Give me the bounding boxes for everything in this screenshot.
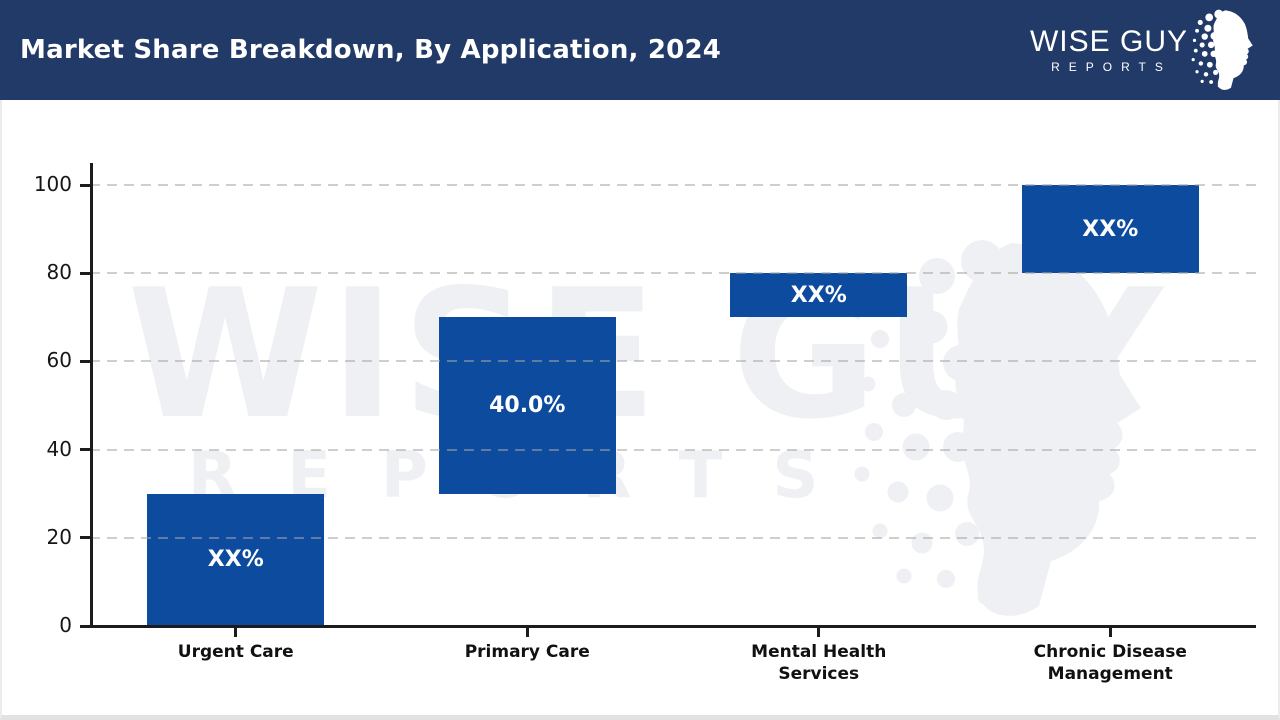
y-tick-mark-80 [80, 271, 90, 275]
y-tick-label-80: 80 [46, 260, 72, 285]
bar-value-label-primary-care: 40.0% [489, 393, 566, 418]
y-tick-mark-40 [80, 448, 90, 452]
x-tick-mark-chronic-disease-management [1108, 628, 1112, 637]
y-tick-mark-0 [80, 624, 90, 628]
x-tick-label-chronic-disease-management: Chronic Disease Management [1033, 642, 1187, 685]
bar-value-label-mental-health-services: XX% [790, 282, 847, 308]
gridline-60 [90, 360, 1256, 363]
wiseguy-logo: WISE GUY REPORTS [1030, 8, 1254, 92]
y-tick-label-20: 20 [46, 524, 72, 549]
bar-urgent-care: XX% [147, 493, 325, 626]
x-tick-label-urgent-care: Urgent Care [177, 642, 294, 662]
bar-value-label-chronic-disease-management: XX% [1082, 216, 1139, 242]
gridline-40 [90, 448, 1256, 451]
y-tick-label-60: 60 [46, 348, 72, 373]
y-tick-label-100: 100 [33, 172, 72, 196]
plot-area: 0 20 40 60 80 100 XX% Urgent Care 40.0% Primary C… [34, 163, 1256, 684]
y-tick-mark-60 [80, 359, 90, 363]
bar-chronic-disease-management: XX% [1021, 185, 1199, 274]
page-title: Market Share Breakdown, By Application, … [20, 35, 722, 65]
y-tick-mark-100 [80, 183, 90, 187]
gridline-100 [90, 184, 1256, 186]
header-bar: Market Share Breakdown, By Application, … [0, 0, 1280, 100]
bar-primary-care: 40.0% [438, 317, 616, 494]
logo-subtext: REPORTS [1051, 60, 1172, 74]
x-tick-mark-mental-health-services [817, 628, 821, 637]
x-tick-mark-urgent-care [234, 628, 238, 637]
y-tick-label-40: 40 [46, 436, 72, 461]
logo-wordmark: WISE GUY [1029, 25, 1188, 58]
x-axis-line [90, 625, 1256, 628]
bar-mental-health-services: XX% [730, 273, 908, 318]
y-axis-spine [90, 163, 93, 628]
y-tick-mark-20 [80, 536, 90, 540]
x-tick-label-mental-health-services: Mental Health Services [751, 642, 887, 685]
bar-value-label-urgent-care: XX% [207, 547, 264, 573]
gridline-80 [90, 272, 1256, 275]
x-tick-label-primary-care: Primary Care [464, 642, 590, 662]
logo-face-profile-icon [1191, 9, 1253, 90]
y-tick-label-0: 0 [59, 613, 72, 637]
x-tick-mark-primary-care [525, 628, 529, 637]
gridline-20 [90, 536, 1256, 539]
